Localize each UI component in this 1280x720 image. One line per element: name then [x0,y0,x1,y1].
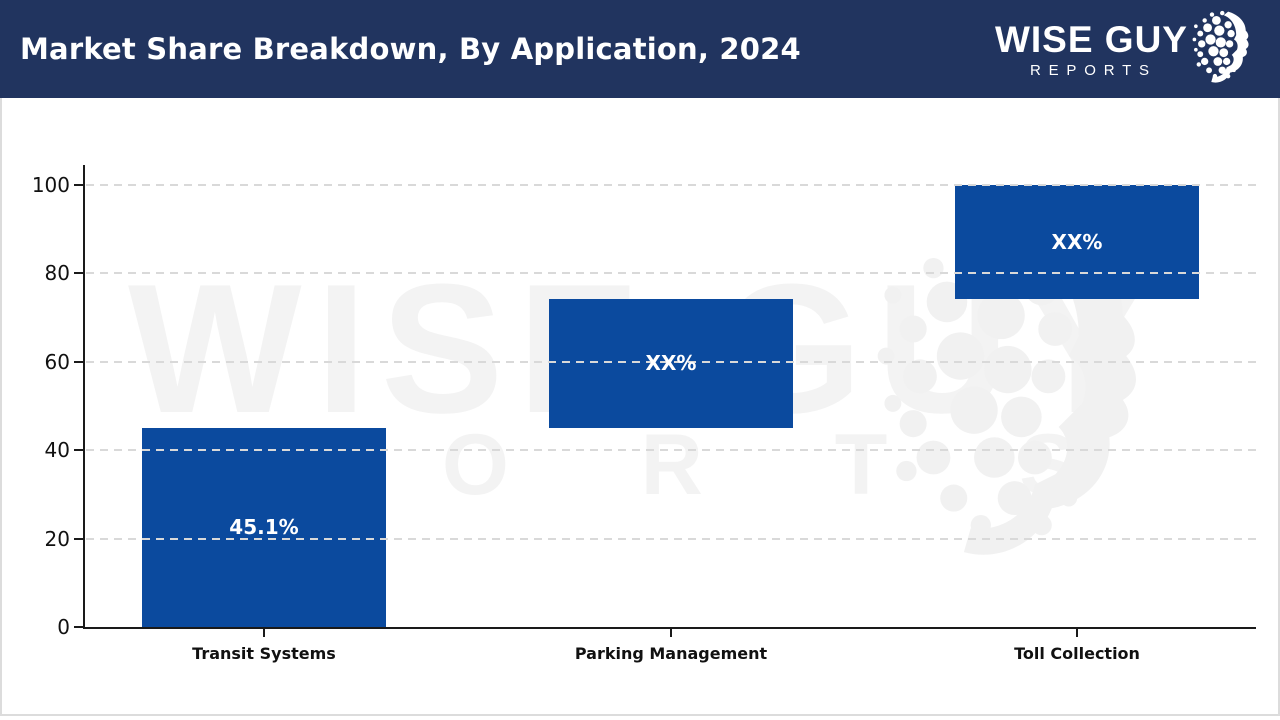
y-tick-mark-80 [74,272,83,275]
x-category-label-parking-management: Parking Management [574,644,768,663]
y-tick-mark-40 [74,449,83,452]
y-tick-label-20: 20 [44,526,70,551]
x-tick-mark-transit-systems [263,629,265,637]
bar-value-label-toll-collection: XX% [1051,229,1103,254]
x-tick-mark-toll-collection [1076,629,1078,637]
logo-wiseguy-text: WISE GUY [994,18,1188,60]
gridline-40 [86,449,1256,452]
y-tick-mark-100 [74,184,83,186]
wiseguy-logo: WISE GUY REPORTS [995,6,1256,92]
page-title: Market Share Breakdown, By Application, … [20,32,801,66]
y-tick-label-40: 40 [44,438,70,463]
bar-transit-systems [142,427,386,627]
header-bar: Market Share Breakdown, By Application, … [0,0,1280,98]
y-tick-label-80: 80 [44,261,70,286]
bar-parking-management [549,298,793,428]
y-tick-label-0: 0 [57,615,70,639]
gridline-60 [86,360,1256,363]
logo-wordmark: WISE GUY REPORTS [995,21,1188,78]
bar-toll-collection [955,185,1199,299]
y-tick-mark-0 [74,626,83,628]
x-category-label-toll-collection: Toll Collection [1014,644,1140,663]
wiseguy-head-icon [1192,10,1249,83]
bar-value-label-transit-systems: 45.1% [229,515,299,540]
gridline-80 [86,272,1256,275]
watermark-head-icon [877,224,1136,555]
logo-reports-text: REPORTS [1030,61,1157,79]
y-tick-mark-60 [74,360,83,363]
x-axis-line [83,627,1256,629]
gridline-100 [86,184,1256,186]
y-tick-label-60: 60 [44,349,70,374]
x-tick-mark-parking-management [670,629,672,637]
x-category-label-transit-systems: Transit Systems [192,644,336,663]
y-tick-mark-20 [74,537,83,540]
y-axis-line [83,165,85,629]
frame-bottom [0,714,1280,716]
gridline-20 [86,537,1256,540]
frame-left [0,98,2,716]
y-tick-label-100: 100 [31,173,70,197]
frame-right [1278,98,1280,716]
chart-area: WISE GUY R O R T S 45.1% XX% XX% 0 20 40 60 80 1… [0,98,1280,720]
bar-value-label-parking-management: XX% [645,351,697,376]
